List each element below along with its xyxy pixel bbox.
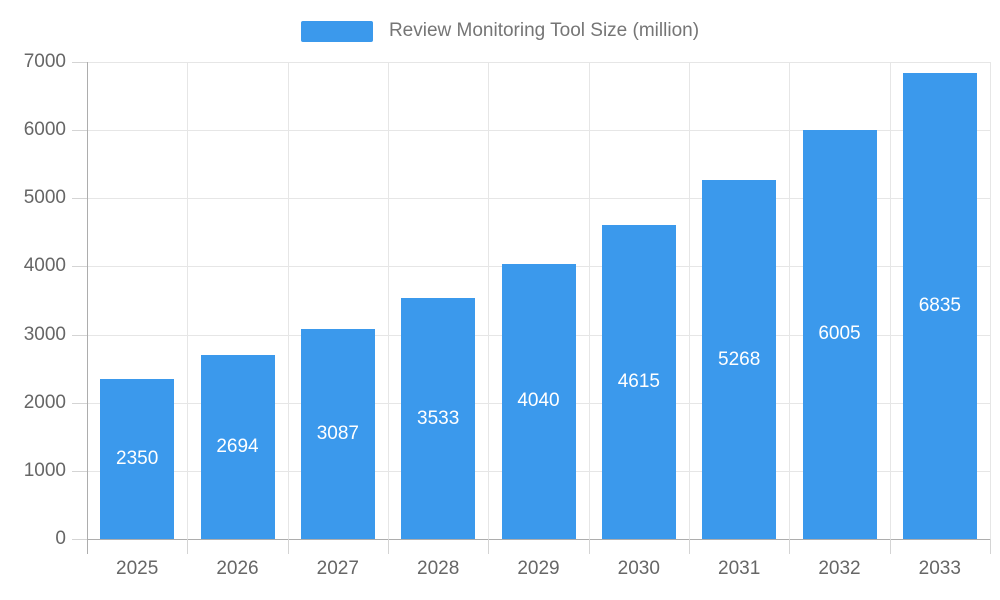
bar[interactable]: 2694 — [200, 355, 275, 539]
bar-value-label: 3087 — [316, 422, 359, 444]
y-tick-label: 2000 — [23, 391, 66, 413]
x-axis-tick — [187, 539, 189, 554]
bar-value-label: 2694 — [216, 436, 259, 458]
gridline-vertical — [187, 62, 189, 539]
y-axis-tick — [72, 198, 87, 200]
y-axis-tick — [72, 539, 87, 540]
gridline-vertical — [388, 62, 389, 539]
bar[interactable]: 3533 — [401, 298, 476, 539]
bar[interactable]: 3087 — [300, 328, 375, 539]
y-axis-tick — [72, 470, 87, 472]
bar[interactable]: 6005 — [802, 129, 877, 539]
y-axis-tick — [72, 62, 87, 63]
x-axis-tick — [889, 539, 891, 554]
gridline-vertical — [689, 62, 690, 539]
bar[interactable]: 4040 — [501, 263, 576, 539]
bar[interactable]: 5268 — [702, 180, 777, 539]
legend-label: Review Monitoring Tool Size (million) — [388, 20, 700, 41]
bar-value-label: 5268 — [718, 348, 761, 370]
bar[interactable]: 6835 — [902, 73, 977, 539]
gridline-vertical — [990, 62, 991, 539]
x-tick-label: 2026 — [216, 558, 259, 579]
gridline-vertical — [889, 62, 891, 539]
y-axis-tick — [72, 130, 87, 132]
bar[interactable]: 2350 — [100, 378, 175, 539]
legend-swatch — [300, 20, 373, 42]
bar-value-label: 2350 — [116, 447, 159, 469]
bar-value-label: 4615 — [617, 370, 660, 392]
y-axis-tick — [72, 402, 87, 404]
x-axis-tick — [789, 539, 791, 554]
y-tick-label: 5000 — [23, 187, 66, 209]
gridline-horizontal — [87, 198, 990, 200]
bar-value-label: 6835 — [918, 295, 961, 317]
gridline-vertical — [588, 62, 590, 539]
y-axis-line — [87, 62, 88, 554]
legend: Review Monitoring Tool Size (million) — [0, 20, 1000, 42]
y-tick-label: 6000 — [23, 119, 66, 141]
y-axis-tick — [72, 266, 87, 268]
y-tick-label: 4000 — [23, 255, 66, 277]
x-axis-tick — [488, 539, 490, 554]
bar-value-label: 3533 — [417, 407, 460, 429]
x-tick-label: 2033 — [918, 558, 961, 579]
x-axis-tick — [388, 539, 389, 554]
gridline-horizontal — [87, 62, 990, 63]
x-tick-label: 2028 — [417, 558, 460, 579]
legend-item[interactable]: Review Monitoring Tool Size (million) — [300, 20, 700, 42]
y-axis-tick — [72, 334, 87, 336]
x-tick-label: 2027 — [316, 558, 359, 579]
gridline-vertical — [287, 62, 289, 539]
x-tick-label: 2031 — [718, 558, 761, 579]
bar-value-label: 4040 — [517, 390, 560, 412]
gridline-vertical — [488, 62, 490, 539]
bar[interactable]: 4615 — [601, 224, 676, 539]
x-axis-line — [87, 539, 990, 540]
x-axis-tick — [287, 539, 289, 554]
x-tick-label: 2030 — [617, 558, 660, 579]
y-tick-label: 3000 — [23, 323, 66, 345]
x-axis-tick — [990, 539, 991, 554]
y-tick-label: 7000 — [23, 51, 66, 72]
x-axis-tick — [588, 539, 590, 554]
x-axis-tick — [689, 539, 690, 554]
gridline-vertical — [789, 62, 791, 539]
x-tick-label: 2032 — [818, 558, 861, 579]
x-tick-label: 2029 — [517, 558, 560, 579]
x-tick-label: 2025 — [116, 558, 159, 579]
gridline-horizontal — [87, 130, 990, 132]
y-tick-label: 1000 — [23, 459, 66, 481]
y-tick-label: 0 — [55, 528, 66, 549]
bar-value-label: 6005 — [818, 323, 861, 345]
